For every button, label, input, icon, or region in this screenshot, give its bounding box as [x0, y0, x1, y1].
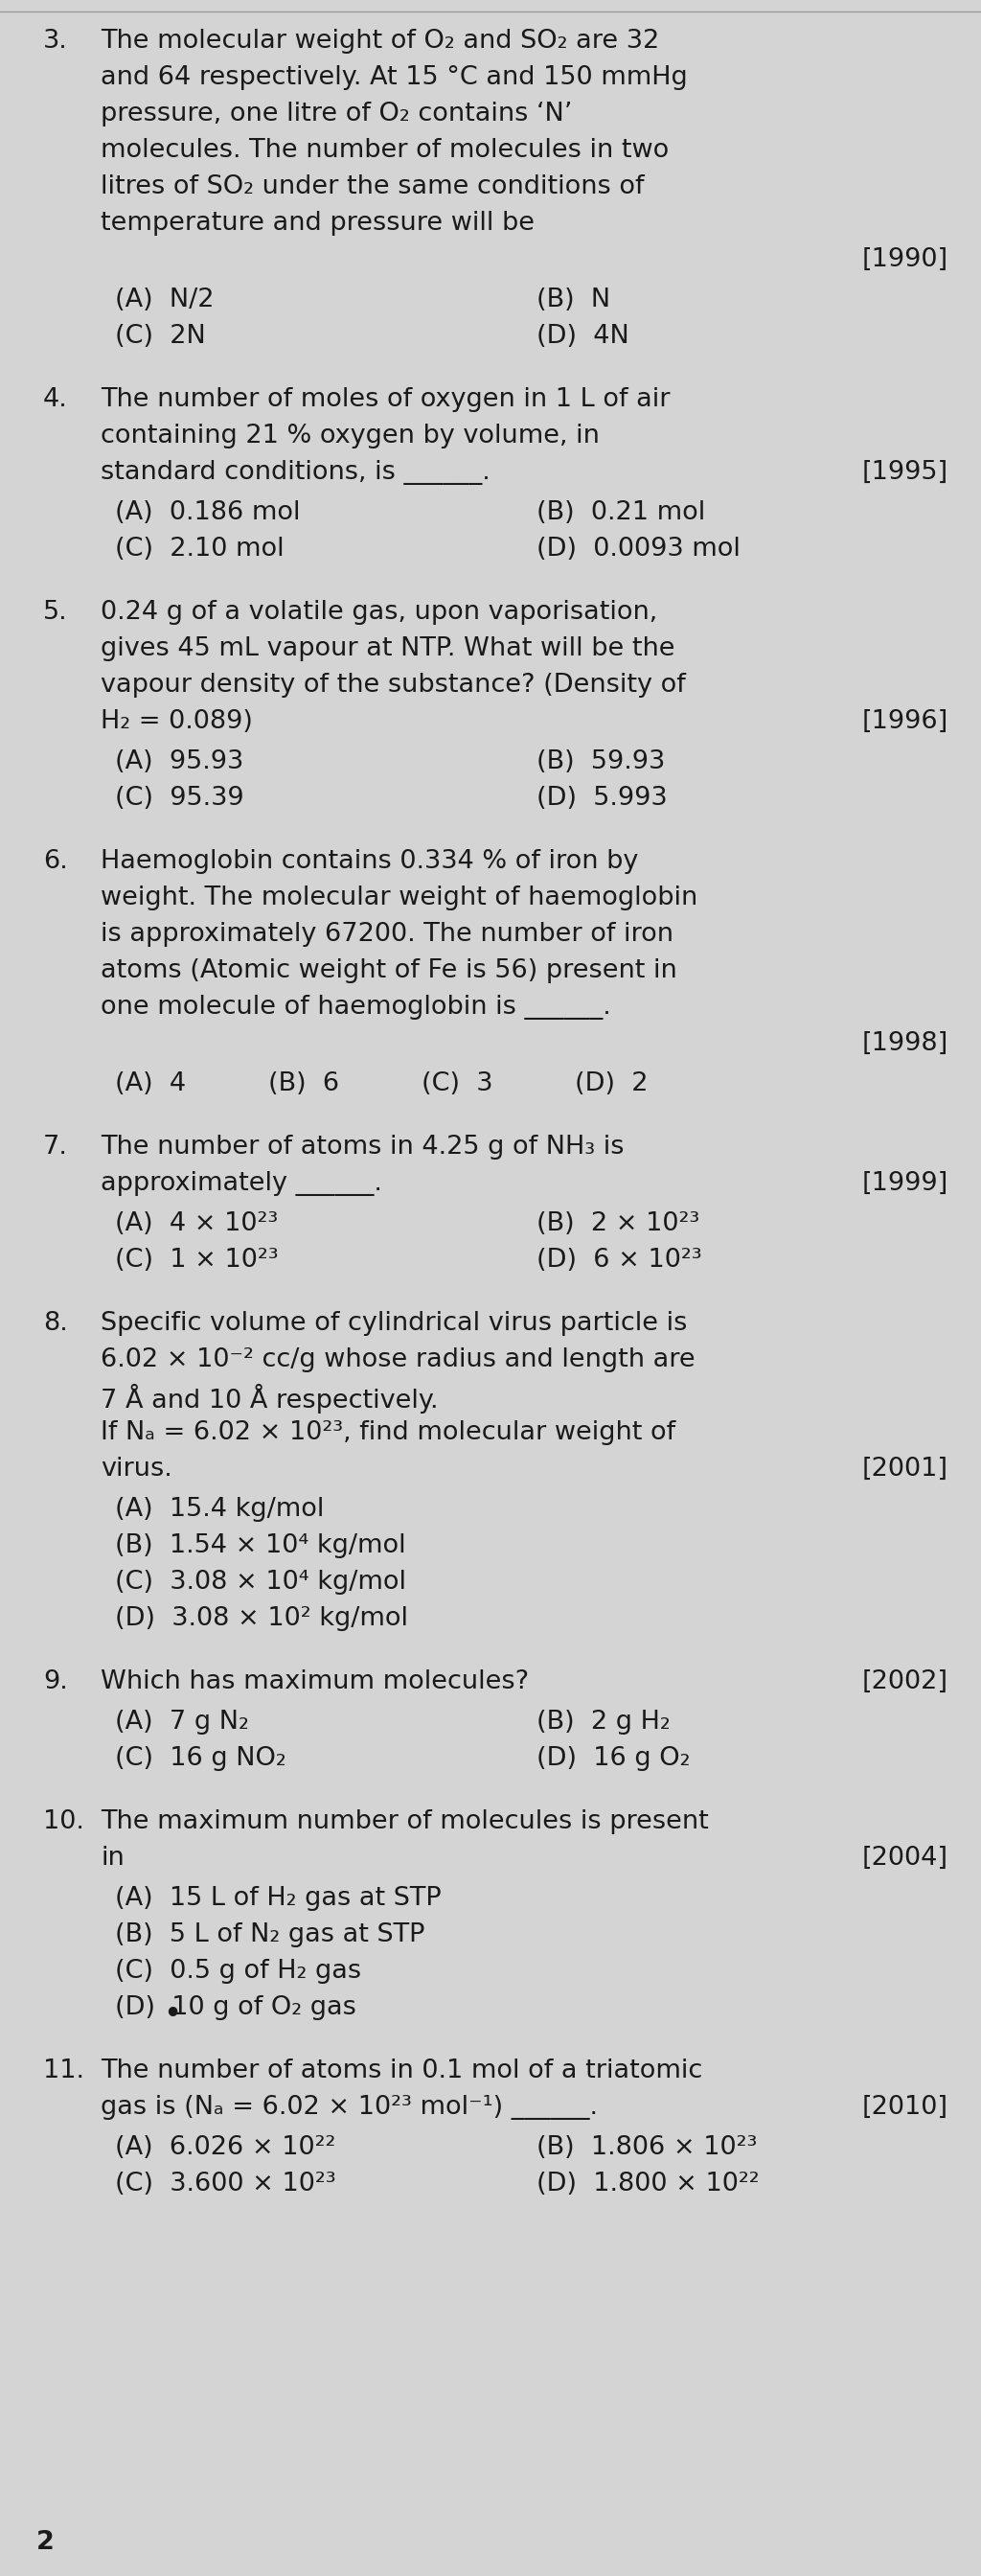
Text: The number of atoms in 4.25 g of NH₃ is: The number of atoms in 4.25 g of NH₃ is: [101, 1133, 624, 1159]
Text: (C)  0.5 g of H₂ gas: (C) 0.5 g of H₂ gas: [115, 1958, 361, 1984]
Text: gives 45 mL vapour at NTP. What will be the: gives 45 mL vapour at NTP. What will be …: [101, 636, 675, 662]
Text: [1998]: [1998]: [862, 1030, 949, 1056]
Text: (D)  16 g O₂: (D) 16 g O₂: [537, 1747, 691, 1772]
Text: The molecular weight of O₂ and SO₂ are 32: The molecular weight of O₂ and SO₂ are 3…: [101, 28, 659, 54]
Text: [1995]: [1995]: [862, 461, 949, 484]
Text: (A)  6.026 × 10²²: (A) 6.026 × 10²²: [115, 2136, 336, 2161]
Text: [1990]: [1990]: [862, 247, 949, 273]
Text: (A)  7 g N₂: (A) 7 g N₂: [115, 1710, 249, 1734]
Text: is approximately 67200. The number of iron: is approximately 67200. The number of ir…: [101, 922, 674, 948]
Text: weight. The molecular weight of haemoglobin: weight. The molecular weight of haemoglo…: [101, 886, 697, 909]
Text: (B)  1.806 × 10²³: (B) 1.806 × 10²³: [537, 2136, 757, 2161]
Text: 7.: 7.: [43, 1133, 68, 1159]
Text: 3.: 3.: [43, 28, 68, 54]
Text: 6.02 × 10⁻² cc/g whose radius and length are: 6.02 × 10⁻² cc/g whose radius and length…: [101, 1347, 696, 1373]
Text: (A)  15.4 kg/mol: (A) 15.4 kg/mol: [115, 1497, 324, 1522]
Text: (D)  3.08 × 10² kg/mol: (D) 3.08 × 10² kg/mol: [115, 1607, 408, 1631]
Text: 9.: 9.: [43, 1669, 68, 1695]
Text: (C)  3: (C) 3: [422, 1072, 492, 1097]
Text: 2: 2: [36, 2530, 55, 2555]
Text: (D)  5.993: (D) 5.993: [537, 786, 667, 811]
Text: in: in: [101, 1847, 125, 1870]
Text: (D)  4N: (D) 4N: [537, 325, 629, 348]
Text: 0.24 g of a volatile gas, upon vaporisation,: 0.24 g of a volatile gas, upon vaporisat…: [101, 600, 657, 626]
Text: If Nₐ = 6.02 × 10²³, find molecular weight of: If Nₐ = 6.02 × 10²³, find molecular weig…: [101, 1419, 676, 1445]
Text: (B)  6: (B) 6: [268, 1072, 339, 1097]
Text: (C)  95.39: (C) 95.39: [115, 786, 244, 811]
Text: (B)  N: (B) N: [537, 289, 610, 312]
Text: The number of atoms in 0.1 mol of a triatomic: The number of atoms in 0.1 mol of a tria…: [101, 2058, 702, 2084]
Text: (D)  10 g of O₂ gas: (D) 10 g of O₂ gas: [115, 1996, 356, 2020]
Text: (A)  15 L of H₂ gas at STP: (A) 15 L of H₂ gas at STP: [115, 1886, 441, 1911]
Text: (C)  2N: (C) 2N: [115, 325, 206, 348]
Text: gas is (Nₐ = 6.02 × 10²³ mol⁻¹) ______.: gas is (Nₐ = 6.02 × 10²³ mol⁻¹) ______.: [101, 2094, 597, 2120]
Text: virus.: virus.: [101, 1455, 173, 1481]
Text: (A)  95.93: (A) 95.93: [115, 750, 243, 775]
Text: [2001]: [2001]: [862, 1455, 949, 1481]
Text: (B)  1.54 × 10⁴ kg/mol: (B) 1.54 × 10⁴ kg/mol: [115, 1533, 406, 1558]
Text: 8.: 8.: [43, 1311, 68, 1337]
Text: atoms (Atomic weight of Fe is 56) present in: atoms (Atomic weight of Fe is 56) presen…: [101, 958, 677, 984]
Text: (A)  4 × 10²³: (A) 4 × 10²³: [115, 1211, 278, 1236]
Text: (D)  0.0093 mol: (D) 0.0093 mol: [537, 536, 741, 562]
Text: [2010]: [2010]: [862, 2094, 949, 2120]
Text: standard conditions, is ______.: standard conditions, is ______.: [101, 461, 490, 484]
Text: [1999]: [1999]: [862, 1172, 949, 1195]
Text: (C)  16 g NO₂: (C) 16 g NO₂: [115, 1747, 286, 1772]
Text: (B)  59.93: (B) 59.93: [537, 750, 665, 775]
Text: •: •: [163, 1999, 181, 2030]
Text: approximately ______.: approximately ______.: [101, 1172, 383, 1195]
Text: Which has maximum molecules?: Which has maximum molecules?: [101, 1669, 529, 1695]
Text: (D)  6 × 10²³: (D) 6 × 10²³: [537, 1247, 701, 1273]
Text: (C)  3.08 × 10⁴ kg/mol: (C) 3.08 × 10⁴ kg/mol: [115, 1569, 406, 1595]
Text: (C)  1 × 10²³: (C) 1 × 10²³: [115, 1247, 279, 1273]
Text: pressure, one litre of O₂ contains ‘N’: pressure, one litre of O₂ contains ‘N’: [101, 100, 572, 126]
Text: 10.: 10.: [43, 1808, 84, 1834]
Text: 6.: 6.: [43, 850, 68, 873]
Text: temperature and pressure will be: temperature and pressure will be: [101, 211, 535, 237]
Text: H₂ = 0.089): H₂ = 0.089): [101, 708, 253, 734]
Text: one molecule of haemoglobin is ______.: one molecule of haemoglobin is ______.: [101, 994, 611, 1020]
Text: 7 Å and 10 Å respectively.: 7 Å and 10 Å respectively.: [101, 1383, 439, 1414]
Text: The maximum number of molecules is present: The maximum number of molecules is prese…: [101, 1808, 708, 1834]
Text: and 64 respectively. At 15 °C and 150 mmHg: and 64 respectively. At 15 °C and 150 mm…: [101, 64, 688, 90]
Text: [1996]: [1996]: [862, 708, 949, 734]
Text: (B)  2 g H₂: (B) 2 g H₂: [537, 1710, 670, 1734]
Text: (A)  N/2: (A) N/2: [115, 289, 214, 312]
Text: (C)  2.10 mol: (C) 2.10 mol: [115, 536, 284, 562]
Text: (D)  2: (D) 2: [575, 1072, 648, 1097]
Text: Haemoglobin contains 0.334 % of iron by: Haemoglobin contains 0.334 % of iron by: [101, 850, 639, 873]
Text: (B)  2 × 10²³: (B) 2 × 10²³: [537, 1211, 699, 1236]
Text: molecules. The number of molecules in two: molecules. The number of molecules in tw…: [101, 139, 669, 162]
Text: containing 21 % oxygen by volume, in: containing 21 % oxygen by volume, in: [101, 422, 599, 448]
Text: 11.: 11.: [43, 2058, 84, 2084]
Text: litres of SO₂ under the same conditions of: litres of SO₂ under the same conditions …: [101, 175, 645, 198]
Text: Specific volume of cylindrical virus particle is: Specific volume of cylindrical virus par…: [101, 1311, 688, 1337]
Text: [2002]: [2002]: [862, 1669, 949, 1695]
Text: (B)  0.21 mol: (B) 0.21 mol: [537, 500, 705, 526]
Text: (D)  1.800 × 10²²: (D) 1.800 × 10²²: [537, 2172, 759, 2197]
Text: (B)  5 L of N₂ gas at STP: (B) 5 L of N₂ gas at STP: [115, 1922, 425, 1947]
Text: [2004]: [2004]: [862, 1847, 949, 1870]
Text: 5.: 5.: [43, 600, 68, 626]
Text: (A)  0.186 mol: (A) 0.186 mol: [115, 500, 300, 526]
Text: (A)  4: (A) 4: [115, 1072, 186, 1097]
Text: 4.: 4.: [43, 386, 68, 412]
Text: (C)  3.600 × 10²³: (C) 3.600 × 10²³: [115, 2172, 336, 2197]
Text: The number of moles of oxygen in 1 L of air: The number of moles of oxygen in 1 L of …: [101, 386, 670, 412]
Text: vapour density of the substance? (Density of: vapour density of the substance? (Densit…: [101, 672, 686, 698]
